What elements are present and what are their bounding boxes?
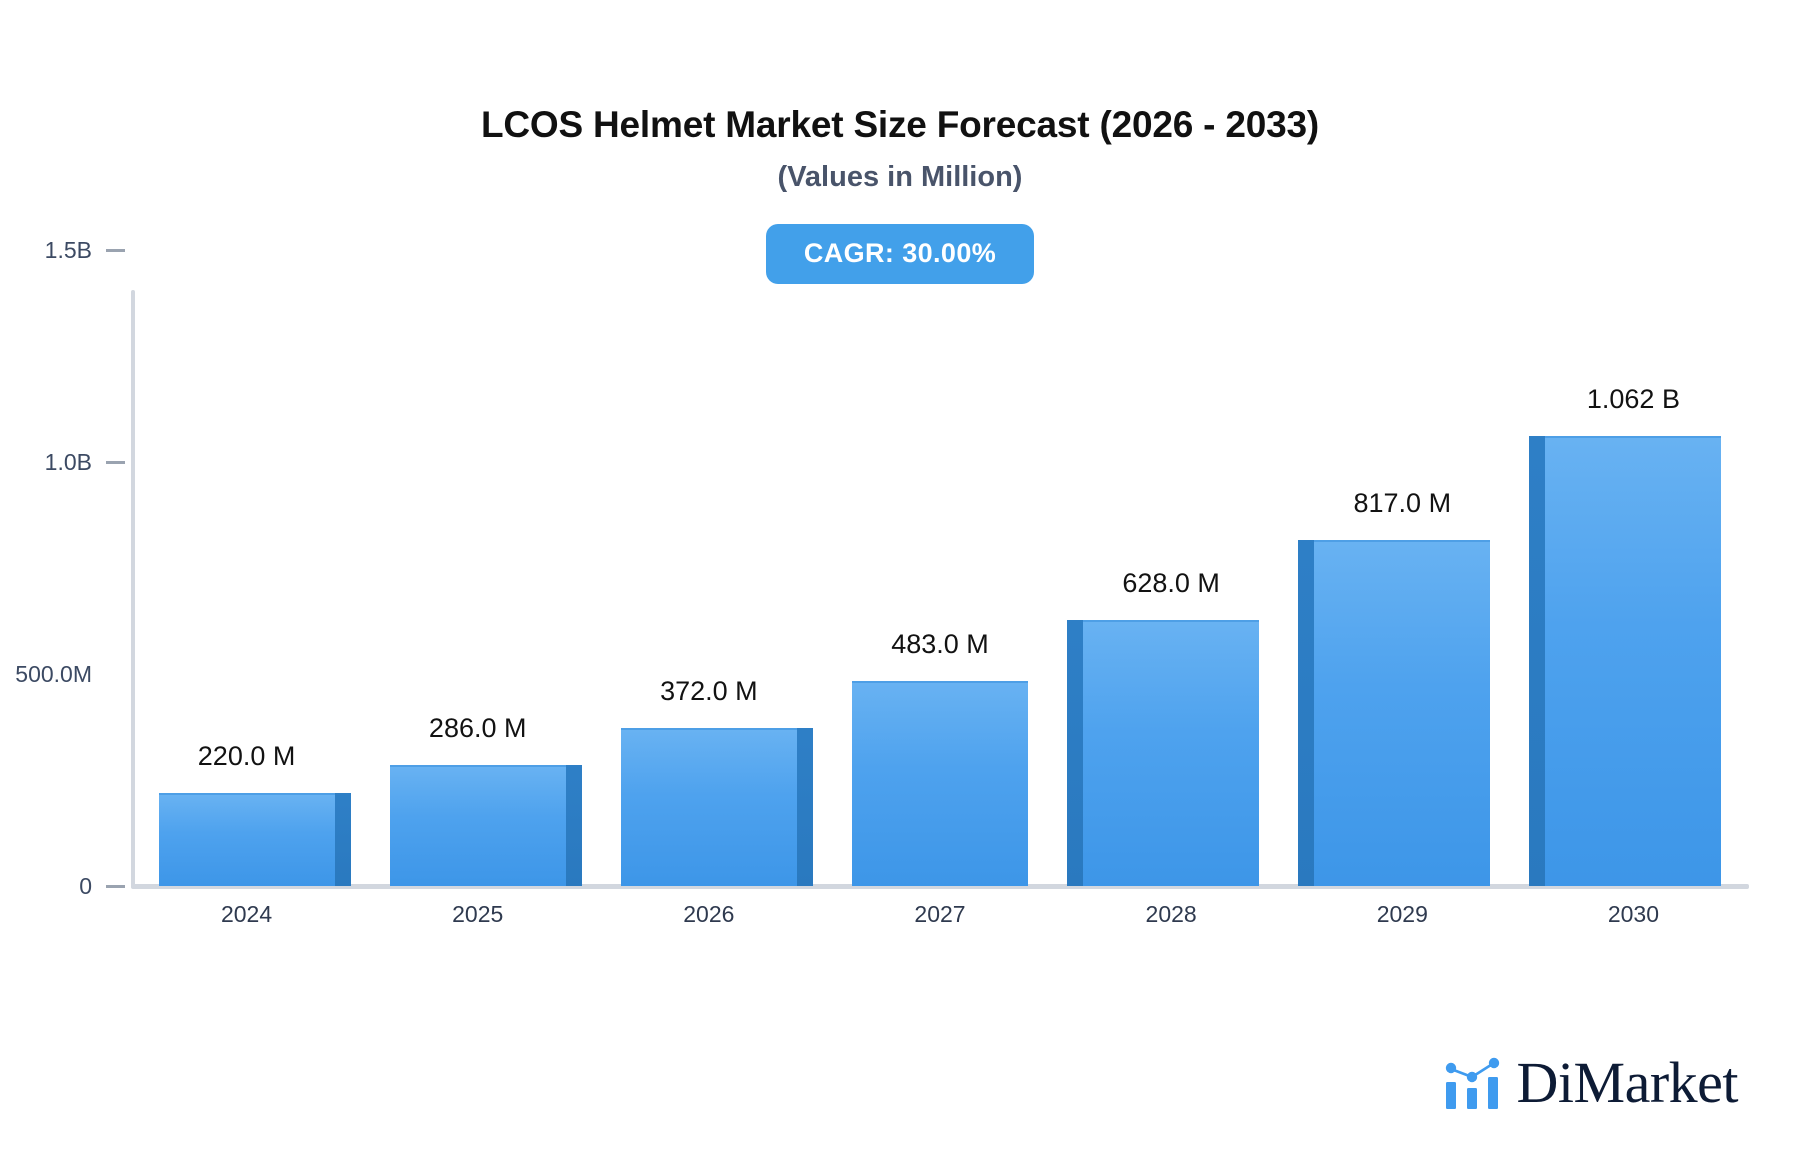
y-axis-tick-label: 1.0B — [44, 449, 92, 475]
bar[interactable]: 817.0 M — [1298, 489, 1491, 886]
dimarket-logo: DiMarket — [1442, 1050, 1739, 1115]
bar-top-bevel — [796, 728, 813, 738]
bar-value-label: 220.0 M — [197, 740, 296, 771]
bar-face — [158, 792, 335, 886]
bar[interactable]: 220.0 M — [158, 742, 351, 886]
bar-face — [1314, 539, 1491, 886]
bar-value-label: 483.0 M — [891, 629, 989, 660]
bar-side-panel — [1298, 548, 1315, 886]
bar[interactable]: 483.0 M — [852, 631, 1028, 886]
bar-face — [620, 728, 797, 886]
logo-text: DiMarket — [1516, 1050, 1739, 1115]
page-title: LCOS Helmet Market Size Forecast (2026 -… — [480, 104, 1320, 145]
bar-face — [1083, 619, 1260, 886]
y-axis-tick: 1.5B — [0, 239, 125, 262]
x-axis-label: 2028 — [1145, 901, 1197, 927]
x-axis-label: 2025 — [452, 901, 504, 927]
bar[interactable]: 628.0 M — [1067, 569, 1260, 886]
y-axis-tick-label: 0 — [79, 873, 92, 899]
x-axis-label: 2026 — [683, 901, 735, 927]
bar-face — [852, 681, 1028, 886]
y-axis-tick-dash — [106, 249, 125, 252]
cagr-badge: CAGR: 30.00% — [765, 223, 1035, 284]
bar-side-panel — [796, 737, 813, 886]
chart-header: LCOS Helmet Market Size Forecast (2026 -… — [0, 0, 1800, 284]
bar-top-bevel — [334, 792, 351, 802]
y-axis-tick-label: 1.5B — [44, 237, 92, 263]
bar-top-bevel — [1067, 619, 1084, 629]
bar-slot: 817.0 M — [1298, 250, 1491, 886]
bar-slot: 220.0 M — [158, 250, 351, 886]
bar[interactable]: 1.062 B — [1529, 385, 1722, 886]
bar-top-bevel — [565, 764, 582, 774]
x-axis-line — [131, 884, 1749, 889]
cagr-badge-wrap: CAGR: 30.00% — [0, 223, 1800, 284]
bar-side-panel — [1067, 628, 1084, 886]
x-axis-label: 2030 — [1607, 901, 1660, 927]
bar-face — [389, 764, 566, 886]
y-axis-tick: 500.0M — [0, 663, 125, 686]
chart-subtitle: (Values in Million) — [777, 160, 1023, 193]
bar-side-panel — [334, 801, 351, 886]
bars-layer: 220.0 M 286.0 M 372.0 M 483.0 M 628.0 M 817.0… — [131, 250, 1749, 886]
y-axis-line — [131, 290, 135, 888]
bar-top-bevel — [1298, 539, 1315, 549]
bar-slot: 628.0 M — [1067, 250, 1260, 886]
bar-slot: 1.062 B — [1529, 250, 1722, 886]
bar-value-label: 372.0 M — [660, 676, 758, 707]
bar-top-bevel — [1529, 435, 1546, 445]
bar[interactable]: 372.0 M — [620, 678, 813, 886]
y-axis-tick-dash — [106, 461, 125, 464]
bar-face — [1545, 435, 1722, 886]
bar[interactable]: 286.0 M — [389, 714, 582, 886]
x-axis-labels: 2024 2025 2026 2027 2028 2029 2030 — [131, 903, 1749, 943]
bar-slot: 372.0 M — [620, 250, 813, 886]
bar-slot: 483.0 M — [852, 250, 1028, 886]
bar-slot: 286.0 M — [389, 250, 582, 886]
bar-value-label: 286.0 M — [428, 712, 527, 743]
bar-side-panel — [1529, 444, 1546, 886]
bar-value-label: 817.0 M — [1353, 487, 1452, 518]
y-axis-tick-dash — [106, 885, 125, 888]
y-axis-tick-label: 500.0M — [15, 661, 92, 687]
x-axis-label: 2024 — [220, 901, 273, 927]
y-axis-tick: 0 — [0, 875, 125, 898]
x-axis-label: 2027 — [914, 901, 966, 927]
bar-value-label: 1.062 B — [1586, 383, 1680, 414]
bar-chart-logo-icon — [1445, 1057, 1499, 1109]
y-axis-tick: 1.0B — [0, 451, 125, 474]
bar-value-label: 628.0 M — [1122, 567, 1220, 598]
bar-side-panel — [565, 773, 582, 886]
x-axis-label: 2029 — [1376, 901, 1428, 927]
